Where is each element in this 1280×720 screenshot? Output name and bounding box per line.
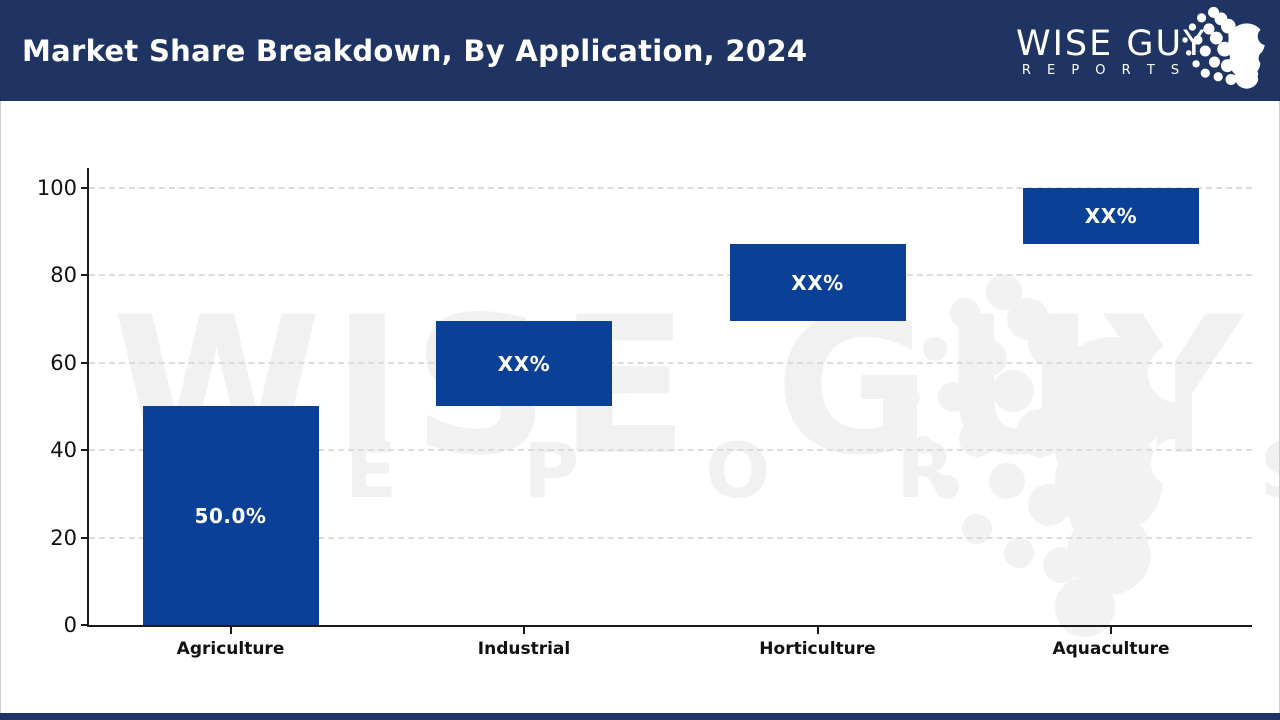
- gridline: [89, 274, 1252, 276]
- x-axis-label-aquaculture: Aquaculture: [1052, 639, 1170, 659]
- bar-value-label: XX%: [791, 270, 844, 295]
- bar-value-label: XX%: [497, 351, 551, 376]
- y-tick-label: 0: [63, 613, 77, 637]
- x-tick-mark: [1110, 627, 1112, 634]
- x-tick-mark: [523, 627, 525, 634]
- gridline: [89, 449, 1252, 451]
- brand-name: WISE GUY: [1016, 24, 1207, 64]
- bar-horticulture: XX%: [729, 244, 906, 321]
- brand-logo-text: WISE GUY R E P O R T S: [1016, 24, 1207, 80]
- gridline: [89, 186, 1252, 189]
- x-axis-label-agriculture: Agriculture: [176, 639, 285, 659]
- gridline: [89, 536, 1252, 539]
- y-tick-mark: [81, 624, 89, 626]
- x-axis-label-industrial: Industrial: [477, 639, 571, 659]
- footer-bar: [0, 713, 1280, 720]
- y-tick-mark: [81, 449, 89, 451]
- x-axis-label-horticulture: Horticulture: [759, 639, 876, 659]
- x-tick-mark: [229, 627, 232, 634]
- x-axis-line: [87, 625, 1252, 627]
- y-tick-label: 40: [50, 438, 77, 462]
- y-tick-label: 20: [50, 525, 77, 550]
- dotted-head-icon: [1182, 6, 1266, 89]
- bar-value-label: XX%: [1084, 203, 1138, 228]
- bar-aquaculture: XX%: [1023, 187, 1199, 245]
- bar-value-label: 50.0%: [194, 503, 267, 528]
- y-tick-mark: [81, 274, 89, 276]
- bar-industrial: XX%: [436, 320, 612, 407]
- chart-canvas: WISE GUY R E P O R T S 0 20 40 60 80 100 50.0%…: [0, 101, 1280, 713]
- y-axis-line: [87, 168, 89, 627]
- header-bar: Market Share Breakdown, By Application, …: [0, 0, 1280, 101]
- y-tick-label: 80: [50, 263, 77, 287]
- y-tick-mark: [81, 186, 89, 189]
- brand-logo: WISE GUY R E P O R T S: [1016, 0, 1266, 101]
- watermark-dotted-head: [902, 274, 1175, 637]
- gridline: [89, 361, 1252, 364]
- y-tick-mark: [81, 361, 89, 364]
- y-tick-mark: [81, 536, 89, 539]
- page-title: Market Share Breakdown, By Application, …: [22, 33, 808, 68]
- y-tick-label: 60: [50, 350, 77, 375]
- y-tick-label: 100: [36, 175, 77, 200]
- bar-agriculture: 50.0%: [142, 406, 319, 625]
- left-border: [0, 101, 1, 713]
- x-tick-mark: [816, 627, 819, 634]
- brand-subname: R E P O R T S: [1021, 63, 1186, 78]
